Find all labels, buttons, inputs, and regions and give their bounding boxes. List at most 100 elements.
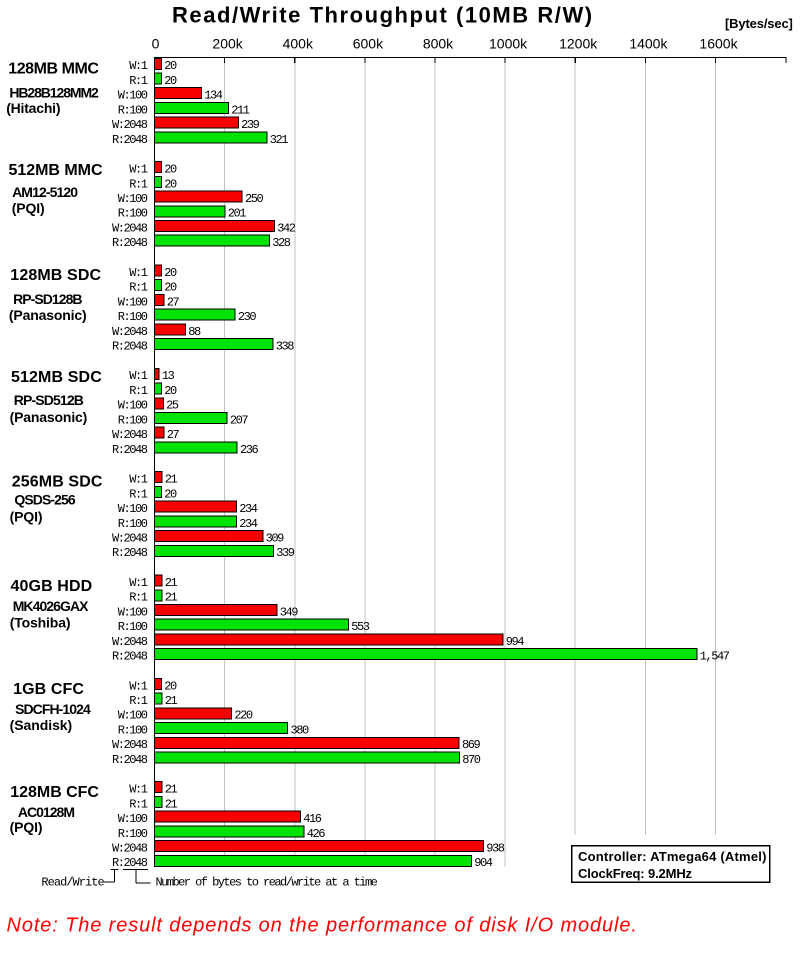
svg-text:R:1: R:1: [129, 487, 148, 501]
svg-text:21: 21: [165, 591, 178, 605]
svg-text:W:100: W:100: [118, 399, 148, 413]
svg-text:R:1: R:1: [129, 281, 148, 295]
svg-text:236: 236: [240, 443, 259, 457]
svg-text:W:2048: W:2048: [112, 221, 148, 235]
svg-text:426: 426: [307, 827, 326, 841]
svg-text:R:2048: R:2048: [112, 546, 148, 560]
svg-text:200k: 200k: [212, 36, 243, 52]
svg-text:553: 553: [351, 620, 370, 634]
svg-text:88: 88: [188, 325, 201, 339]
svg-text:R:2048: R:2048: [112, 236, 148, 250]
svg-text:(Sandisk): (Sandisk): [10, 717, 73, 733]
svg-text:Number of bytes to read/write: Number of bytes to read/write at a time: [156, 876, 378, 890]
svg-text:W:100: W:100: [118, 295, 148, 309]
svg-text:AC0128M: AC0128M: [18, 804, 74, 820]
svg-text:R:2048: R:2048: [112, 753, 148, 767]
svg-text:W:100: W:100: [118, 709, 148, 723]
svg-text:W:100: W:100: [118, 502, 148, 516]
svg-text:Read/Write: Read/Write: [41, 876, 104, 890]
svg-text:128MB MMC: 128MB MMC: [8, 61, 99, 78]
svg-text:20: 20: [164, 266, 177, 280]
svg-text:R:100: R:100: [118, 620, 148, 634]
svg-text:Controller: ATmega64 (Atmel): Controller: ATmega64 (Atmel): [578, 849, 767, 864]
svg-text:256MB SDC: 256MB SDC: [12, 474, 103, 491]
svg-text:994: 994: [506, 635, 525, 649]
svg-text:R:100: R:100: [118, 413, 148, 427]
svg-text:R:100: R:100: [118, 310, 148, 324]
svg-text:ClockFreq: 9.2MHz: ClockFreq: 9.2MHz: [578, 866, 693, 881]
svg-text:Note: The result depends on th: Note: The result depends on the performa…: [7, 915, 638, 937]
svg-text:207: 207: [230, 413, 249, 427]
svg-text:870: 870: [462, 753, 481, 767]
svg-text:250: 250: [245, 192, 264, 206]
svg-text:W:100: W:100: [118, 605, 148, 619]
svg-text:512MB MMC: 512MB MMC: [9, 162, 103, 179]
svg-text:220: 220: [234, 709, 253, 723]
svg-text:134: 134: [204, 89, 223, 103]
svg-text:W:1: W:1: [129, 369, 148, 383]
svg-text:R:100: R:100: [118, 827, 148, 841]
svg-text:201: 201: [228, 207, 247, 221]
svg-text:27: 27: [167, 428, 180, 442]
svg-text:211: 211: [231, 103, 250, 117]
svg-text:938: 938: [486, 842, 505, 856]
svg-text:512MB SDC: 512MB SDC: [11, 369, 102, 386]
svg-text:380: 380: [291, 724, 310, 738]
svg-text:R:1: R:1: [129, 694, 148, 708]
svg-text:(Panasonic): (Panasonic): [9, 307, 87, 323]
svg-text:HB28B128MM2: HB28B128MM2: [9, 85, 99, 101]
svg-text:20: 20: [164, 281, 177, 295]
svg-text:1200k: 1200k: [559, 36, 598, 52]
svg-text:R:1: R:1: [129, 797, 148, 811]
svg-text:128MB SDC: 128MB SDC: [10, 267, 101, 284]
svg-text:R:2048: R:2048: [112, 340, 148, 354]
svg-text:RP-SD128B: RP-SD128B: [13, 291, 82, 307]
svg-text:1600k: 1600k: [699, 36, 738, 52]
svg-text:W:1: W:1: [129, 783, 148, 797]
svg-text:W:100: W:100: [118, 192, 148, 206]
svg-text:R:100: R:100: [118, 724, 148, 738]
svg-text:230: 230: [238, 310, 257, 324]
svg-text:25: 25: [166, 399, 179, 413]
svg-text:342: 342: [277, 221, 296, 235]
svg-text:W:2048: W:2048: [112, 635, 148, 649]
svg-text:20: 20: [164, 177, 177, 191]
svg-text:R:2048: R:2048: [112, 133, 148, 147]
svg-text:20: 20: [164, 384, 177, 398]
svg-text:349: 349: [280, 605, 299, 619]
svg-text:339: 339: [276, 546, 295, 560]
svg-text:600k: 600k: [353, 36, 384, 52]
svg-text:21: 21: [165, 473, 178, 487]
svg-text:(PQI): (PQI): [12, 200, 45, 216]
svg-text:239: 239: [241, 118, 260, 132]
svg-text:W:2048: W:2048: [112, 325, 148, 339]
svg-text:400k: 400k: [283, 36, 314, 52]
svg-text:QSDS-256: QSDS-256: [14, 492, 76, 508]
svg-text:W:1: W:1: [129, 679, 148, 693]
svg-text:Read/Write Throughput (10MB R/: Read/Write Throughput (10MB R/W): [172, 3, 594, 28]
svg-text:W:1: W:1: [129, 576, 148, 590]
svg-text:1GB CFC: 1GB CFC: [13, 681, 84, 698]
svg-text:21: 21: [165, 783, 178, 797]
svg-text:W:1: W:1: [129, 163, 148, 177]
svg-text:R:1: R:1: [129, 384, 148, 398]
svg-text:W:100: W:100: [118, 89, 148, 103]
svg-text:R:100: R:100: [118, 517, 148, 531]
svg-text:AM12-5120: AM12-5120: [12, 184, 78, 200]
svg-text:W:1: W:1: [129, 266, 148, 280]
svg-text:309: 309: [266, 532, 285, 546]
svg-text:W:100: W:100: [118, 812, 148, 826]
svg-text:1400k: 1400k: [629, 36, 668, 52]
svg-text:800k: 800k: [423, 36, 454, 52]
svg-text:20: 20: [164, 679, 177, 693]
svg-text:234: 234: [239, 502, 258, 516]
svg-text:W:2048: W:2048: [112, 738, 148, 752]
svg-text:338: 338: [276, 340, 295, 354]
svg-text:904: 904: [474, 856, 493, 870]
svg-text:(Toshiba): (Toshiba): [10, 615, 71, 631]
svg-text:R:2048: R:2048: [112, 443, 148, 457]
svg-text:328: 328: [272, 236, 291, 250]
svg-text:1000k: 1000k: [489, 36, 528, 52]
svg-text:W:2048: W:2048: [112, 532, 148, 546]
svg-text:321: 321: [270, 133, 289, 147]
